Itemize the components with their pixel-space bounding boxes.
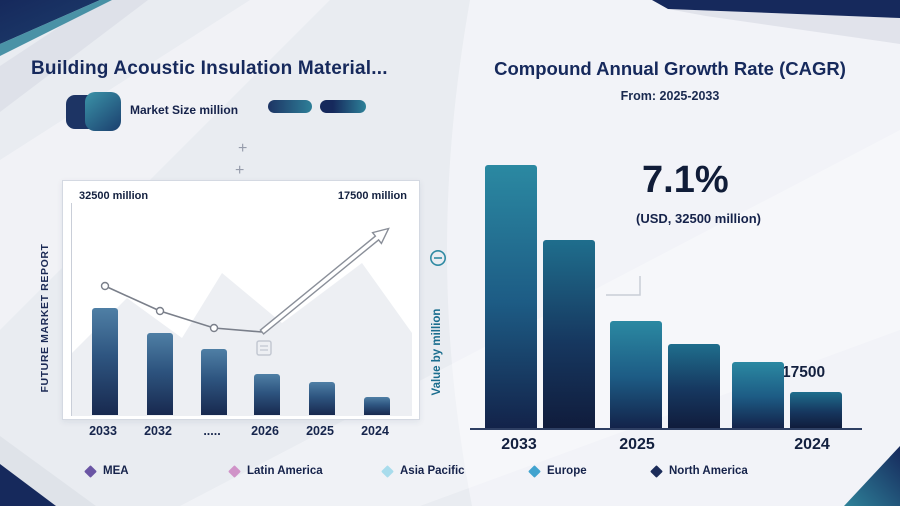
decor-pill-icon: [268, 100, 312, 113]
target-value-label: 17500 million: [337, 190, 407, 202]
right-y-axis-label: Value by million: [431, 308, 443, 396]
market-size-x-label: 2024: [361, 424, 389, 438]
cagr-plot: 17500 2033 2025 2024: [470, 160, 862, 453]
cagr-detail: (USD, 32500 million): [636, 211, 761, 226]
cagr-bar-secondary: [543, 240, 595, 428]
cagr-title: Compound Annual Growth Rate (CAGR): [494, 58, 846, 79]
max-value-label: 32500 million: [79, 190, 149, 202]
legend-item: MEA: [84, 464, 129, 478]
trend-marker: [100, 281, 110, 291]
plus-icon: +: [238, 140, 248, 157]
legend-cylinder-icon-overlay: [85, 92, 121, 131]
mountain-watermark: [72, 263, 412, 416]
diamond-icon: [650, 464, 663, 478]
market-size-x-label: 2032: [144, 424, 172, 438]
page-title: Building Acoustic Insulation Material...: [31, 58, 388, 79]
market-size-bar: [309, 382, 335, 415]
diamond-icon: [381, 464, 394, 478]
cagr-bar-primary: [610, 321, 662, 428]
trend-marker: [209, 323, 219, 333]
cagr-bar-secondary: [790, 392, 842, 428]
market-size-x-label: .....: [203, 424, 221, 438]
legend-label: MEA: [103, 465, 129, 477]
market-size-bar: [147, 333, 173, 415]
legend-label: Market Size million: [130, 103, 239, 117]
market-size-x-labels: 2033 2032..... 2026 2025 2024: [70, 424, 410, 440]
diamond-icon: [84, 464, 97, 478]
cagr-subtitle: From: 2025-2033: [620, 89, 720, 103]
market-size-chart-panel: 32500 million 17500 million: [62, 180, 420, 420]
plus-icon: +: [235, 162, 245, 179]
cagr-value: 7.1%: [642, 159, 729, 201]
market-size-x-label: 2033: [89, 424, 117, 438]
market-size-bar: [201, 349, 227, 415]
decor-pill-icon: [320, 100, 366, 113]
corner-bracket-icon: [606, 276, 641, 296]
cagr-bar-primary: [732, 362, 784, 428]
cagr-x-label: 2024: [794, 436, 830, 453]
note-icon: [256, 340, 272, 356]
diamond-icon: [528, 464, 541, 478]
bottom-legend: MEA Latin America Asia Pacific Europe North …: [0, 464, 900, 485]
market-size-bar: [92, 308, 118, 415]
trend-line: [104, 285, 263, 333]
cagr-bar-secondary: [668, 344, 720, 428]
trend-marker: [155, 306, 165, 316]
legend-label: Asia Pacific: [400, 465, 465, 477]
cagr-x-label: 2033: [501, 436, 537, 453]
legend-item: Latin America: [228, 464, 323, 478]
left-y-axis-label: FUTURE MARKET REPORT: [39, 243, 51, 393]
legend-item: Europe: [528, 464, 587, 478]
market-size-x-label: 2025: [306, 424, 334, 438]
minus-circle-icon: [430, 250, 446, 266]
cagr-x-label: 2025: [619, 436, 655, 453]
trend-overlay: [72, 227, 412, 416]
legend-label: Latin America: [247, 465, 323, 477]
market-size-bar: [364, 397, 390, 415]
market-size-bar: [254, 374, 280, 415]
market-size-plot: [71, 203, 412, 416]
cagr-bar-primary: [485, 165, 537, 428]
legend-item: Asia Pacific: [381, 464, 465, 478]
trend-arrow-icon: [259, 227, 390, 335]
bar-value-annotation: 17500: [782, 364, 826, 381]
legend-label: Europe: [547, 465, 587, 477]
legend-item: North America: [650, 464, 748, 478]
legend-label: North America: [669, 465, 748, 477]
market-size-legend: Market Size million: [66, 92, 386, 132]
market-size-x-label: 2026: [251, 424, 279, 438]
diamond-icon: [228, 464, 241, 478]
